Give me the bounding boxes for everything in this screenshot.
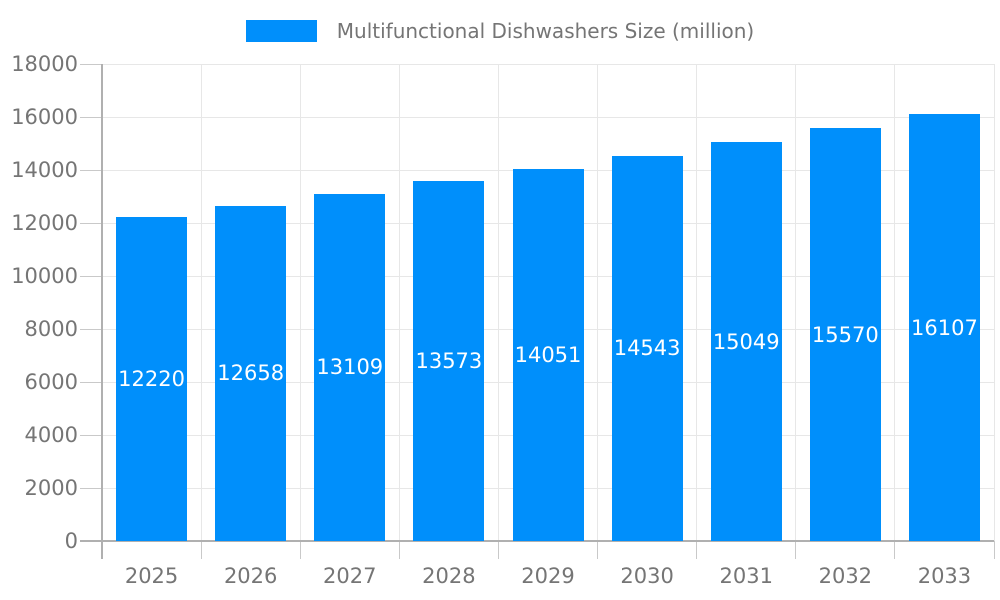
x-tick-label: 2025 [124,564,179,588]
legend[interactable]: Multifunctional Dishwashers Size (millio… [0,19,1000,43]
x-tick-label: 2031 [719,564,773,588]
x-gridline [894,64,896,541]
y-axis-tick [80,169,102,171]
x-gridline [795,64,797,541]
x-axis-tick [993,541,995,559]
x-gridline [696,64,698,541]
y-tick-label: 8000 [24,317,78,341]
x-axis-tick [299,541,301,559]
y-tick-label: 0 [64,529,78,553]
bar [611,155,683,541]
y-axis-tick [80,434,102,436]
legend-label: Multifunctional Dishwashers Size (millio… [336,19,755,43]
y-axis-tick [80,381,102,383]
x-tick-label: 2027 [323,564,377,588]
y-axis-tick [80,116,102,118]
x-tick-label: 2028 [422,564,476,588]
x-axis-tick [696,541,698,559]
bar-value-label: 14051 [514,342,582,367]
bar-value-label: 16107 [911,315,978,340]
y-tick-label: 4000 [24,423,78,447]
x-gridline [200,64,202,541]
x-tick-label: 2032 [818,564,873,588]
legend-swatch [245,20,317,42]
x-gridline [299,64,301,541]
y-axis-tick [80,487,102,489]
bar [809,128,881,541]
bar-value-label: 13573 [415,349,483,374]
y-tick-label: 12000 [11,211,78,235]
bar-value-label: 14543 [613,336,681,361]
y-tick-label: 14000 [11,158,78,182]
bar-value-label: 15049 [712,329,780,354]
x-gridline [993,64,995,541]
x-gridline [597,64,599,541]
y-axis-tick [80,222,102,224]
x-axis-tick [497,541,499,559]
y-tick-label: 16000 [11,105,78,129]
y-axis-line [101,64,103,559]
x-gridline [497,64,499,541]
bar-value-label: 12220 [118,367,185,392]
y-tick-label: 18000 [11,52,78,76]
bar-value-label: 15570 [811,322,879,347]
bar [908,114,980,541]
y-tick-label: 6000 [24,370,78,394]
x-axis-line [80,540,994,542]
x-tick-label: 2026 [223,564,278,588]
bar [215,205,287,541]
x-axis-tick [200,541,202,559]
x-axis-tick [597,541,599,559]
x-tick-label: 2029 [521,564,575,588]
y-axis-tick [80,63,102,65]
bar [314,193,386,541]
bar-value-label: 13109 [316,355,384,380]
y-gridline [102,63,994,65]
y-gridline [102,116,994,118]
x-tick-label: 2033 [917,564,972,588]
y-axis-tick [80,328,102,330]
x-tick-label: 2030 [620,564,674,588]
y-tick-label: 2000 [24,476,78,500]
x-axis-tick [398,541,400,559]
x-gridline [398,64,400,541]
bar [413,181,485,541]
bar [116,217,188,541]
bar-value-label: 12658 [217,361,285,386]
y-axis-tick [80,275,102,277]
bar [710,142,782,541]
y-tick-label: 10000 [11,264,78,288]
x-axis-tick [795,541,797,559]
bar [512,168,584,541]
x-axis-tick [894,541,896,559]
